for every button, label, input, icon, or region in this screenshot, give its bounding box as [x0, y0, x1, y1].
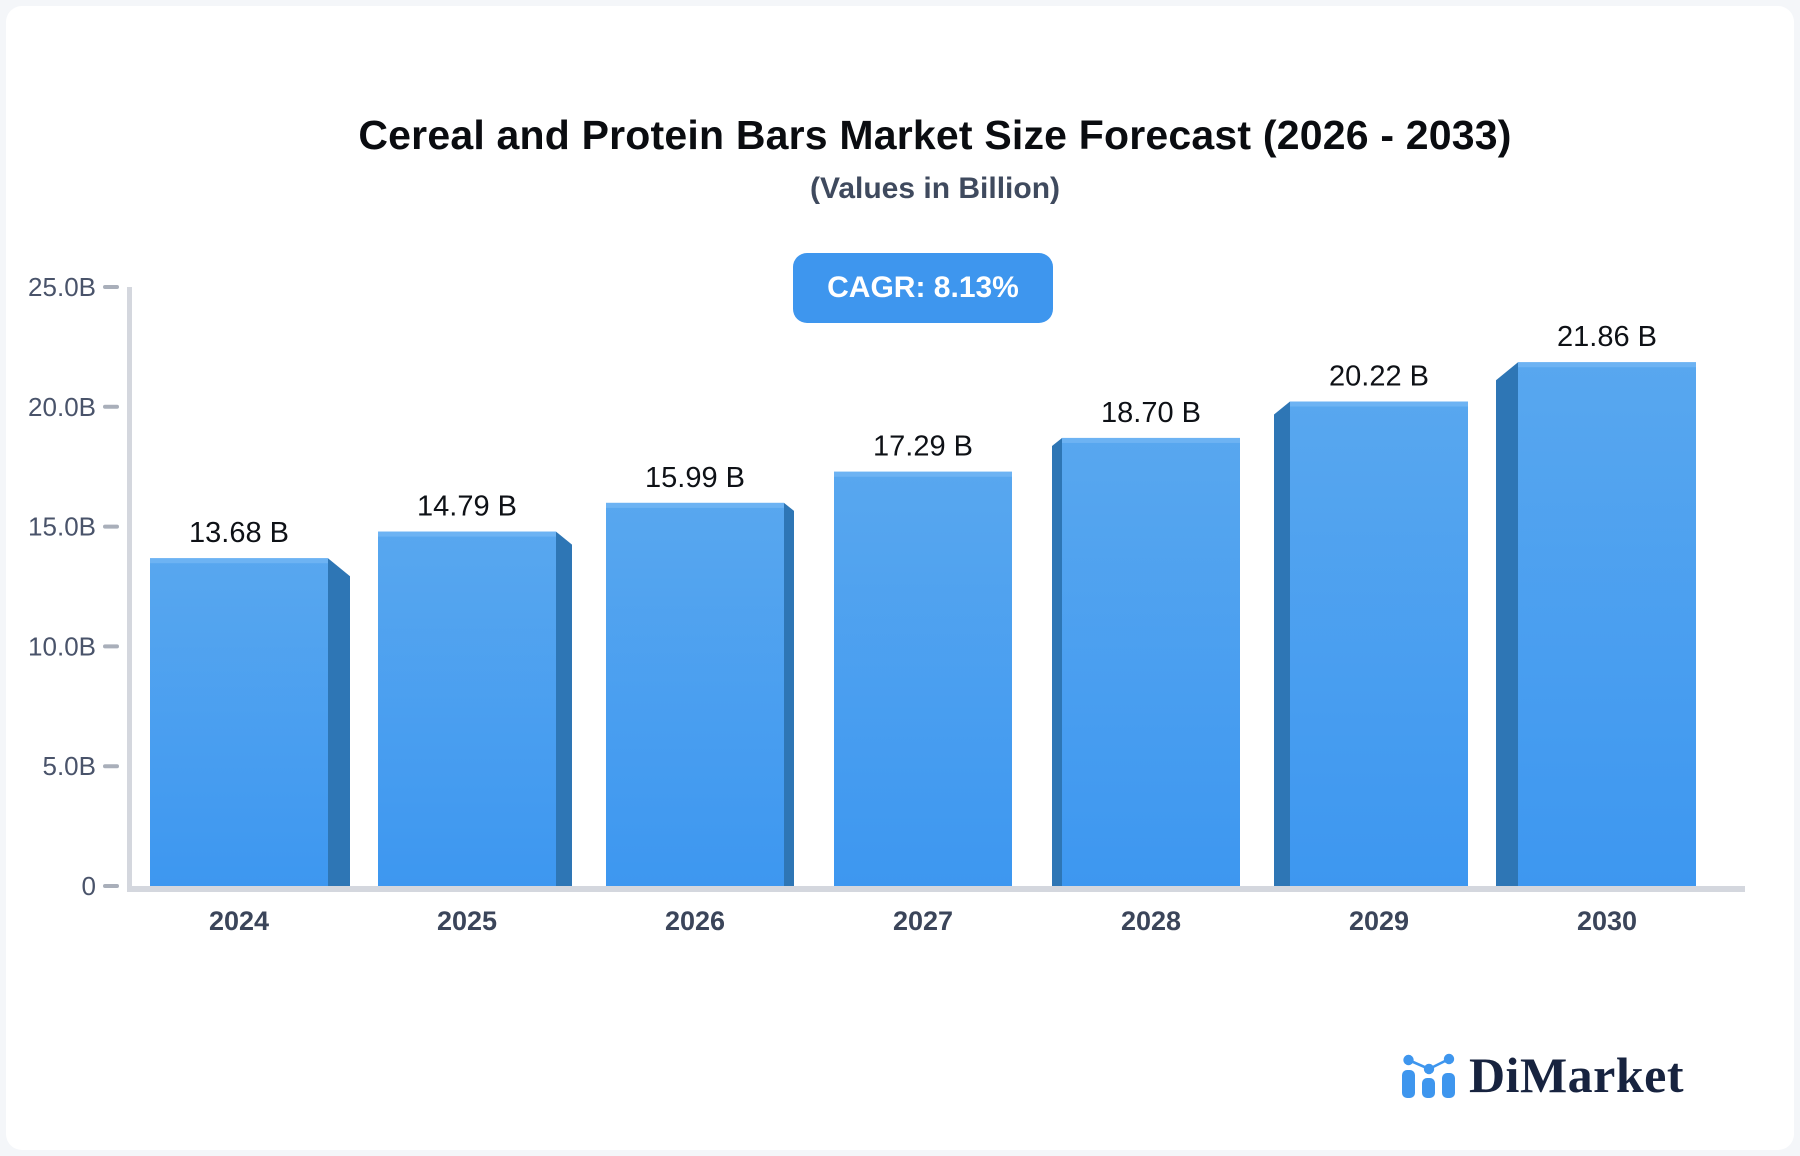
y-axis-label: 10.0B	[28, 631, 96, 661]
x-axis-label: 2025	[437, 906, 497, 936]
bar-2024	[150, 558, 328, 886]
y-axis-tick	[103, 884, 119, 888]
bar-side-2029	[1274, 401, 1290, 886]
bar-2027	[834, 471, 1012, 886]
bar-top-edge-2028	[1062, 437, 1240, 443]
x-axis-label: 2030	[1577, 906, 1637, 936]
x-axis-label: 2026	[665, 906, 725, 936]
bar-top-edge-2024	[150, 558, 328, 564]
y-axis-label: 5.0B	[43, 751, 97, 781]
y-axis-label: 15.0B	[28, 512, 96, 542]
y-axis-label: 25.0B	[28, 272, 96, 302]
x-axis-label: 2029	[1349, 906, 1409, 936]
y-axis-tick	[103, 404, 119, 409]
bar-value-label: 13.68 B	[189, 517, 289, 549]
y-axis-label: 0	[82, 871, 96, 901]
x-axis-label: 2027	[893, 906, 953, 936]
y-axis-tick	[103, 285, 119, 289]
bar-2025	[378, 531, 556, 886]
bar-value-label: 15.99 B	[645, 462, 745, 494]
x-axis-label: 2024	[209, 906, 269, 936]
cagr-badge-label: CAGR: 8.13%	[827, 271, 1019, 304]
bar-top-edge-2029	[1290, 401, 1468, 407]
bar-value-label: 21.86 B	[1557, 321, 1657, 353]
bar-2029	[1290, 401, 1468, 886]
bar-2030	[1518, 362, 1696, 887]
bar-value-label: 17.29 B	[873, 431, 973, 463]
bar-line-chart-icon	[1401, 1053, 1455, 1098]
bar-top-edge-2025	[378, 531, 556, 537]
dimarket-logo: DiMarket	[1399, 1048, 1684, 1100]
dimarket-logo-text: DiMarket	[1468, 1047, 1684, 1103]
y-axis-tick	[103, 764, 119, 769]
bar-value-label: 14.79 B	[417, 491, 517, 523]
y-axis-tick	[103, 524, 119, 529]
bar-top-edge-2030	[1518, 362, 1696, 368]
bar-top-edge-2027	[834, 471, 1012, 477]
cagr-badge: CAGR: 8.13%	[793, 253, 1053, 323]
y-axis-label: 20.0B	[28, 392, 96, 422]
chart-title: Cereal and Protein Bars Market Size Fore…	[358, 112, 1512, 158]
y-axis-line	[127, 287, 132, 886]
x-axis-label: 2028	[1121, 906, 1181, 936]
bar-2028	[1062, 437, 1240, 886]
bar-2026	[606, 502, 784, 886]
chart-subtitle: (Values in Billion)	[809, 172, 1061, 205]
x-axis-line	[127, 886, 1745, 892]
bar-side-2024	[328, 558, 350, 886]
bar-value-label: 20.22 B	[1329, 361, 1429, 393]
bar-side-2025	[556, 531, 572, 886]
y-axis-tick	[103, 644, 119, 649]
bar-side-2028	[1052, 437, 1062, 886]
bar-top-edge-2026	[606, 502, 784, 508]
bar-side-2026	[784, 502, 794, 886]
bar-value-label: 18.70 B	[1101, 397, 1201, 429]
bar-side-2030	[1496, 362, 1518, 887]
